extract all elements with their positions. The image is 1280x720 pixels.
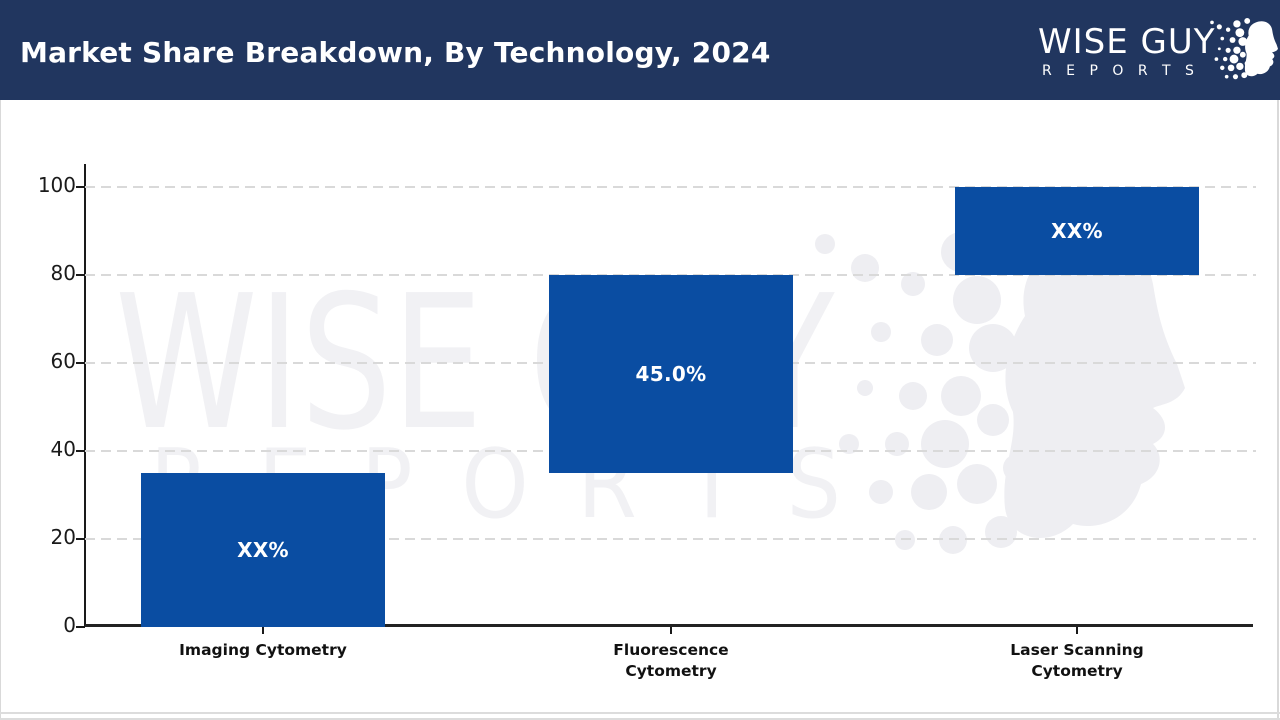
y-axis-line [84, 164, 86, 627]
logo-face-icon [1210, 18, 1278, 80]
header-bar: Market Share Breakdown, By Technology, 2… [0, 0, 1280, 100]
y-axis-tick-label: 100 [37, 173, 76, 197]
category-label-line: Imaging Cytometry [179, 641, 347, 659]
y-axis-tick-label: 80 [50, 261, 76, 285]
watermark-face-icon [815, 220, 1185, 554]
x-axis-category-label: Fluorescence Cytometry [531, 640, 811, 681]
bar-laser-scanning-cytometry: XX% [955, 187, 1199, 275]
category-label-line: Fluorescence [613, 641, 729, 659]
bottom-edge-rule [0, 718, 1280, 720]
frame-border-right [1277, 100, 1279, 720]
y-axis-tick-mark [76, 450, 85, 452]
bar-value-label: XX% [237, 538, 289, 562]
y-axis-tick-mark [76, 626, 85, 628]
y-axis-tick-label: 0 [63, 613, 76, 637]
category-label-line: Cytometry [1031, 661, 1123, 680]
y-axis-tick-label: 60 [50, 349, 76, 373]
x-axis-tick-mark [1076, 627, 1078, 634]
bar-value-label: 45.0% [635, 362, 707, 386]
x-axis-tick-mark [670, 627, 672, 634]
y-axis-tick-mark [76, 362, 85, 364]
y-axis-tick-label: 40 [50, 437, 76, 461]
y-axis-tick-mark [76, 538, 85, 540]
gridline [85, 186, 1256, 188]
logo-subtext: R E P O R T S [1042, 63, 1199, 79]
frame-border-left [0, 100, 1, 720]
logo-wordmark: WISE GUY [1038, 22, 1216, 62]
category-label-line: Cytometry [625, 661, 717, 680]
x-axis-category-label: Imaging Cytometry [123, 640, 403, 661]
wiseguy-logo: WISE GUY R E P O R T S [1032, 6, 1278, 96]
x-axis-tick-mark [262, 627, 264, 634]
y-axis-tick-label: 20 [50, 525, 76, 549]
chart-title: Market Share Breakdown, By Technology, 2… [20, 36, 771, 69]
x-axis-line [85, 624, 1253, 627]
bar-fluorescence-cytometry: 45.0% [549, 275, 793, 473]
category-label-line: Laser Scanning [1010, 641, 1144, 659]
gridline [85, 538, 1256, 540]
footer-rule [0, 712, 1280, 714]
bar-imaging-cytometry: XX% [141, 473, 385, 627]
y-axis-tick-mark [76, 274, 85, 276]
x-axis-category-label: Laser Scanning Cytometry [937, 640, 1217, 681]
y-axis-tick-mark [76, 186, 85, 188]
bar-value-label: XX% [1051, 219, 1103, 243]
